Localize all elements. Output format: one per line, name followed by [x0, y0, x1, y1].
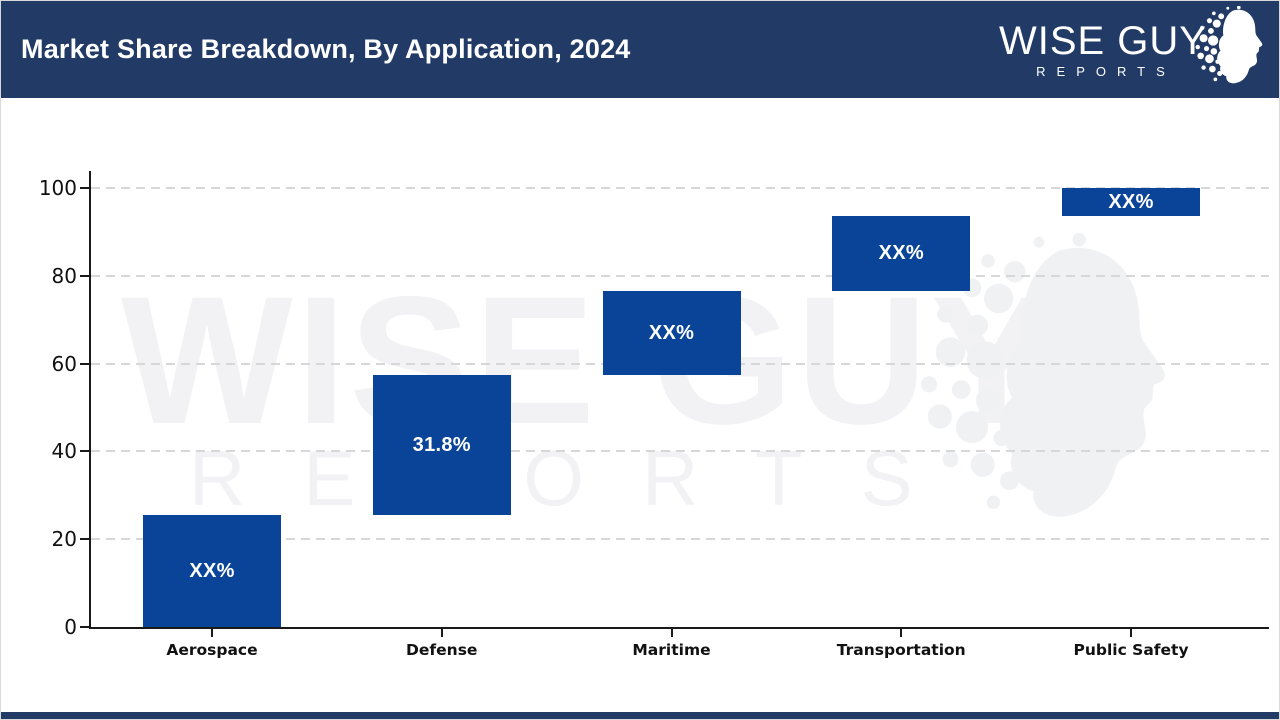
x-tick-label: Maritime	[632, 641, 711, 659]
x-tick-label: Aerospace	[166, 641, 258, 659]
grid-line	[91, 450, 1269, 453]
y-tick-mark	[80, 626, 91, 628]
x-tick-mark	[211, 629, 213, 637]
dotted-head-icon	[1195, 5, 1263, 83]
brand-logo: WISE GUY REPORTS	[999, 5, 1267, 94]
header: Market Share Breakdown, By Application, …	[1, 1, 1279, 98]
page-title: Market Share Breakdown, By Application, …	[21, 34, 631, 64]
bar: 31.8%	[372, 375, 511, 516]
brand-subname: REPORTS	[1036, 63, 1176, 79]
x-tick-mark	[670, 629, 673, 637]
footer-bar	[1, 712, 1279, 719]
y-tick-mark	[80, 274, 91, 277]
x-tick-mark	[900, 629, 903, 637]
bar: XX%	[1062, 188, 1200, 217]
y-tick-label: 60	[51, 351, 77, 376]
x-tick-mark	[1130, 629, 1132, 637]
x-tick-label: Transportation	[836, 641, 966, 659]
y-tick-mark	[80, 450, 91, 453]
grid-line	[91, 187, 1269, 189]
brand-name: WISE GUY	[998, 18, 1207, 63]
y-tick-mark	[80, 362, 91, 365]
y-tick-label: 80	[51, 263, 77, 288]
bar: XX%	[602, 291, 741, 376]
y-axis-line	[89, 171, 91, 629]
bar-value-label: XX%	[1108, 190, 1154, 213]
y-tick-label: 100	[38, 176, 77, 200]
y-tick-mark	[80, 538, 91, 541]
grid-line	[91, 274, 1269, 277]
y-tick-label: 20	[51, 527, 77, 552]
x-axis-line	[89, 627, 1269, 629]
x-tick-label: Public Safety	[1073, 641, 1189, 659]
y-tick-mark	[80, 187, 91, 189]
brand-logo-text: WISE GUY REPORTS	[999, 21, 1207, 79]
x-tick-mark	[440, 629, 443, 637]
bar-value-label: XX%	[878, 242, 924, 265]
bar-value-label: 31.8%	[412, 433, 471, 456]
y-tick-label: 40	[51, 439, 77, 464]
watermark-text: WISE GUY	[121, 258, 1056, 462]
grid-line	[91, 538, 1269, 541]
bar: XX%	[143, 515, 281, 627]
x-tick-label: Defense	[406, 641, 478, 659]
bar-value-label: XX%	[648, 321, 695, 344]
bar: XX%	[832, 216, 971, 292]
bar-value-label: XX%	[189, 559, 235, 582]
y-tick-label: 0	[64, 615, 77, 639]
